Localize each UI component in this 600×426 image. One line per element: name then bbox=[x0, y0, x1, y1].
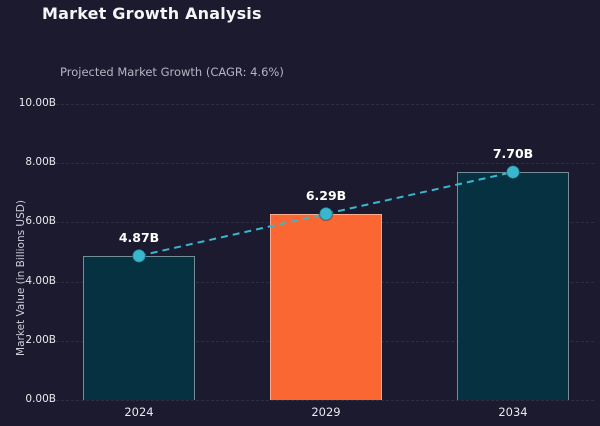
bar-value-label: 6.29B bbox=[305, 187, 347, 203]
y-tick-label: 2.00B bbox=[25, 333, 56, 346]
y-tick-label: 4.00B bbox=[25, 274, 56, 287]
chart-title: Projected Market Growth (CAGR: 4.6%) bbox=[60, 65, 284, 79]
x-tick-label: 2029 bbox=[311, 405, 341, 419]
bar-value-label: 7.70B bbox=[492, 146, 534, 162]
x-tick-label: 2024 bbox=[124, 405, 154, 419]
y-tick-label: 0.00B bbox=[25, 393, 56, 405]
bar-2024 bbox=[83, 255, 195, 400]
page-title: Market Growth Analysis bbox=[42, 4, 262, 23]
y-tick-label: 10.00B bbox=[18, 97, 56, 109]
y-tick-label: 6.00B bbox=[25, 215, 56, 228]
gridline bbox=[46, 104, 594, 105]
x-tick-label: 2034 bbox=[498, 405, 528, 419]
gridline bbox=[46, 400, 594, 401]
bar-value-label: 4.87B bbox=[118, 229, 160, 245]
bar-2029 bbox=[270, 213, 382, 400]
bar-2034 bbox=[457, 172, 569, 400]
y-tick-label: 8.00B bbox=[25, 156, 56, 169]
gridline bbox=[46, 163, 594, 165]
